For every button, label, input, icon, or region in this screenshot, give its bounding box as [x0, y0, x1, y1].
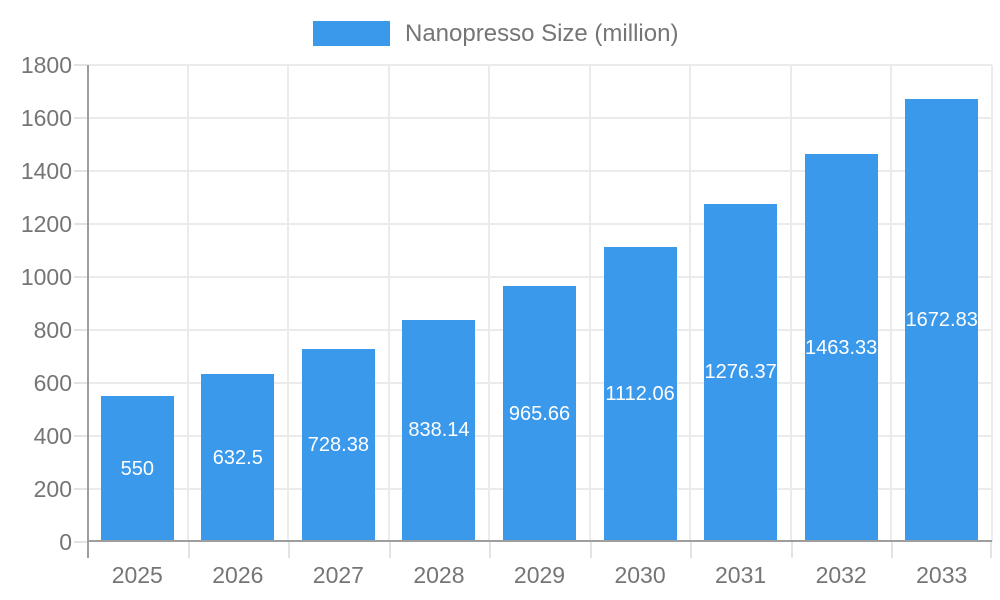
x-axis-label: 2030	[614, 562, 666, 588]
bar[interactable]: 550	[100, 396, 174, 542]
y-axis-label: 1800	[20, 52, 72, 78]
x-axis-label: 2028	[413, 562, 465, 588]
legend-swatch-icon	[313, 21, 390, 46]
plot-area: 550 632.5 728.38 838.14 965.66 1112.06 1276.37…	[87, 64, 993, 558]
x-axis-label: 2029	[513, 562, 566, 588]
x-tick	[690, 542, 693, 558]
y-axis-label: 1200	[20, 211, 72, 237]
bar-value-label: 965.66	[508, 402, 571, 425]
bar[interactable]: 838.14	[402, 319, 476, 542]
x-tick	[388, 542, 391, 558]
bar-value-label: 550	[120, 457, 154, 480]
y-axis-label: 1000	[20, 264, 72, 290]
y-axis-label: 200	[33, 476, 72, 502]
x-tick	[990, 542, 992, 558]
x-axis-label: 2026	[212, 562, 264, 588]
y-axis-label: 0	[59, 529, 72, 555]
legend-label: Nanopresso Size (million)	[405, 20, 679, 47]
x-tick	[790, 542, 793, 558]
bar[interactable]: 728.38	[301, 348, 375, 542]
x-axis-label: 2033	[916, 562, 968, 588]
v-gridline	[991, 65, 993, 542]
v-gridline	[287, 65, 290, 542]
bar[interactable]: 1112.06	[603, 247, 677, 542]
bar-value-label: 1276.37	[704, 361, 777, 384]
x-tick	[87, 542, 89, 558]
bar-value-label: 838.14	[408, 419, 470, 442]
h-gridline	[87, 223, 992, 225]
v-gridline	[186, 65, 189, 542]
bar[interactable]: 1463.33	[804, 154, 878, 542]
x-axis-line	[87, 540, 992, 542]
y-tick	[74, 117, 87, 119]
x-tick	[891, 542, 894, 558]
v-gridline	[588, 65, 591, 542]
bar-value-label: 1112.06	[605, 383, 675, 406]
x-tick	[288, 542, 291, 558]
bar[interactable]: 1672.83	[905, 98, 979, 542]
y-axis-label: 400	[33, 423, 72, 449]
h-gridline	[87, 276, 992, 278]
y-axis-label: 1600	[20, 105, 72, 131]
y-tick	[74, 382, 87, 384]
v-gridline	[890, 65, 893, 542]
bar[interactable]: 1276.37	[704, 203, 778, 542]
y-axis-line	[87, 65, 89, 558]
y-tick	[74, 64, 87, 66]
bar-value-label: 1672.83	[905, 308, 978, 331]
y-tick	[74, 329, 87, 331]
v-gridline	[387, 65, 390, 542]
y-axis-label: 800	[33, 317, 72, 343]
bar[interactable]: 632.5	[201, 374, 275, 542]
x-axis-label: 2031	[715, 562, 767, 588]
v-gridline	[689, 65, 692, 542]
h-gridline	[87, 117, 992, 119]
bar-value-label: 1463.33	[805, 336, 878, 359]
h-gridline	[87, 64, 992, 66]
x-tick	[187, 542, 190, 558]
y-tick	[74, 541, 87, 543]
y-tick	[74, 435, 87, 437]
y-tick	[74, 170, 87, 172]
x-axis-label: 2025	[111, 562, 163, 588]
x-axis-label: 2032	[815, 562, 867, 588]
bar-value-label: 728.38	[307, 433, 369, 456]
bar[interactable]: 965.66	[503, 286, 576, 542]
x-axis-label: 2027	[312, 562, 364, 588]
y-axis-label: 600	[33, 370, 72, 396]
x-tick	[589, 542, 592, 558]
y-tick	[74, 223, 87, 225]
v-gridline	[789, 65, 792, 542]
legend: Nanopresso Size (million)	[313, 21, 678, 46]
y-tick	[74, 488, 87, 490]
legend-item[interactable]: Nanopresso Size (million)	[313, 21, 678, 46]
y-tick	[74, 276, 87, 278]
v-gridline	[488, 65, 491, 542]
bar-value-label: 632.5	[212, 446, 263, 469]
h-gridline	[87, 170, 992, 172]
x-tick	[489, 542, 492, 558]
y-axis-label: 1400	[20, 158, 72, 184]
